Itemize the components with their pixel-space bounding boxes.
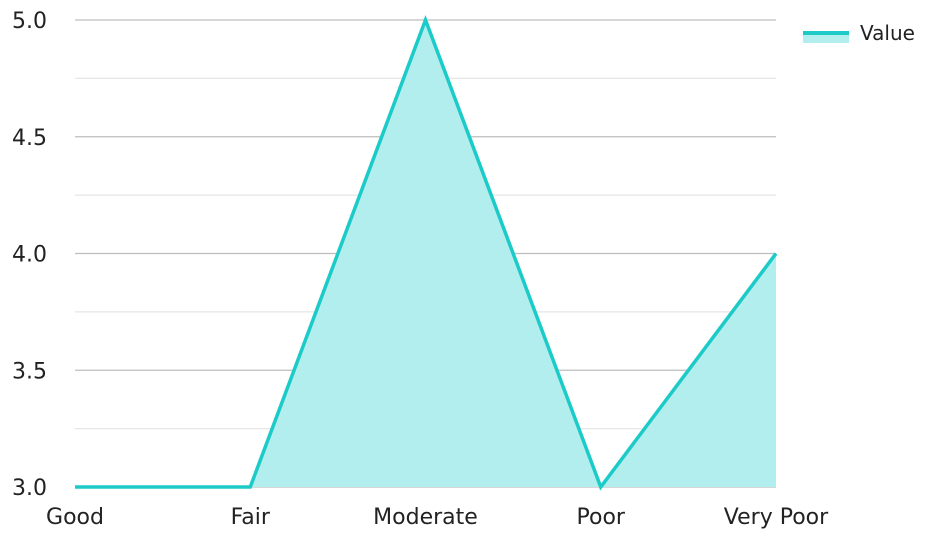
x-tick-label: Good bbox=[46, 505, 104, 529]
legend: Value bbox=[803, 21, 915, 45]
line-layer bbox=[75, 15, 778, 491]
x-axis: Good Fair Moderate Poor Very Poor bbox=[46, 505, 829, 530]
y-tick-label: 3.0 bbox=[12, 476, 47, 501]
legend-label: Value bbox=[860, 21, 915, 45]
x-tick-label: Moderate bbox=[373, 505, 478, 529]
y-tick-label: 5.0 bbox=[12, 9, 47, 34]
series-area-value bbox=[75, 20, 776, 487]
y-tick-label: 4.5 bbox=[12, 126, 47, 151]
x-tick-label: Poor bbox=[577, 505, 626, 529]
legend-swatch bbox=[803, 33, 849, 43]
x-tick-label: Fair bbox=[231, 505, 271, 529]
area-layer bbox=[75, 20, 776, 487]
y-tick-label: 4.0 bbox=[12, 243, 47, 268]
series-line-value bbox=[75, 15, 778, 491]
x-tick-label: Very Poor bbox=[724, 505, 829, 529]
y-axis: 3.0 3.5 4.0 4.5 5.0 bbox=[12, 9, 47, 501]
y-tick-label: 3.5 bbox=[12, 359, 47, 384]
